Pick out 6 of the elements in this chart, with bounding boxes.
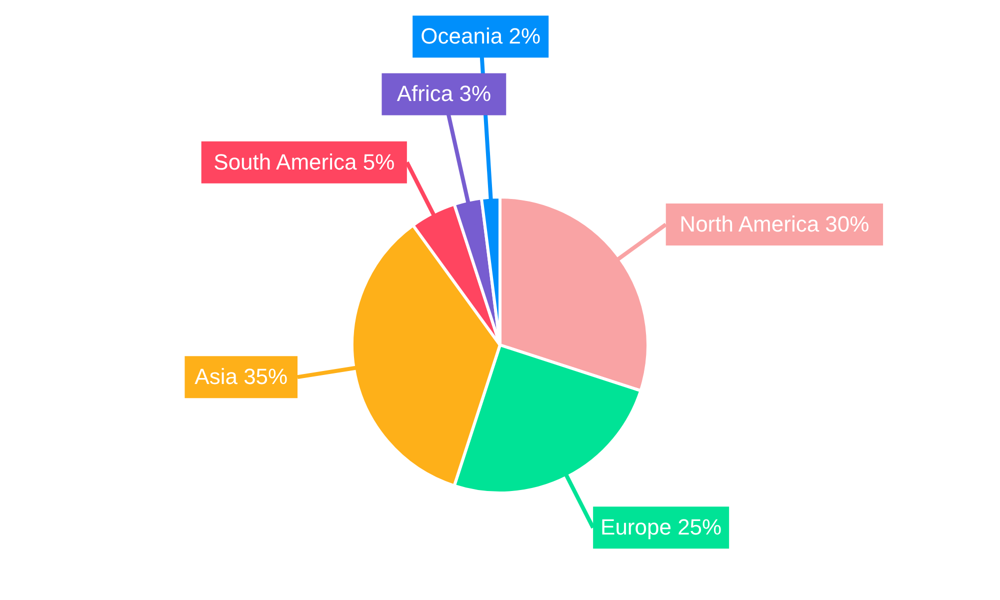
slice-label: Asia 35% — [194, 364, 288, 390]
slice-label: Europe 25% — [600, 514, 722, 540]
slice-label: Africa 3% — [396, 81, 492, 106]
slice-label: North America 30% — [680, 212, 870, 237]
slice-label: Oceania 2% — [420, 24, 541, 49]
slice-label: South America 5% — [214, 149, 395, 174]
